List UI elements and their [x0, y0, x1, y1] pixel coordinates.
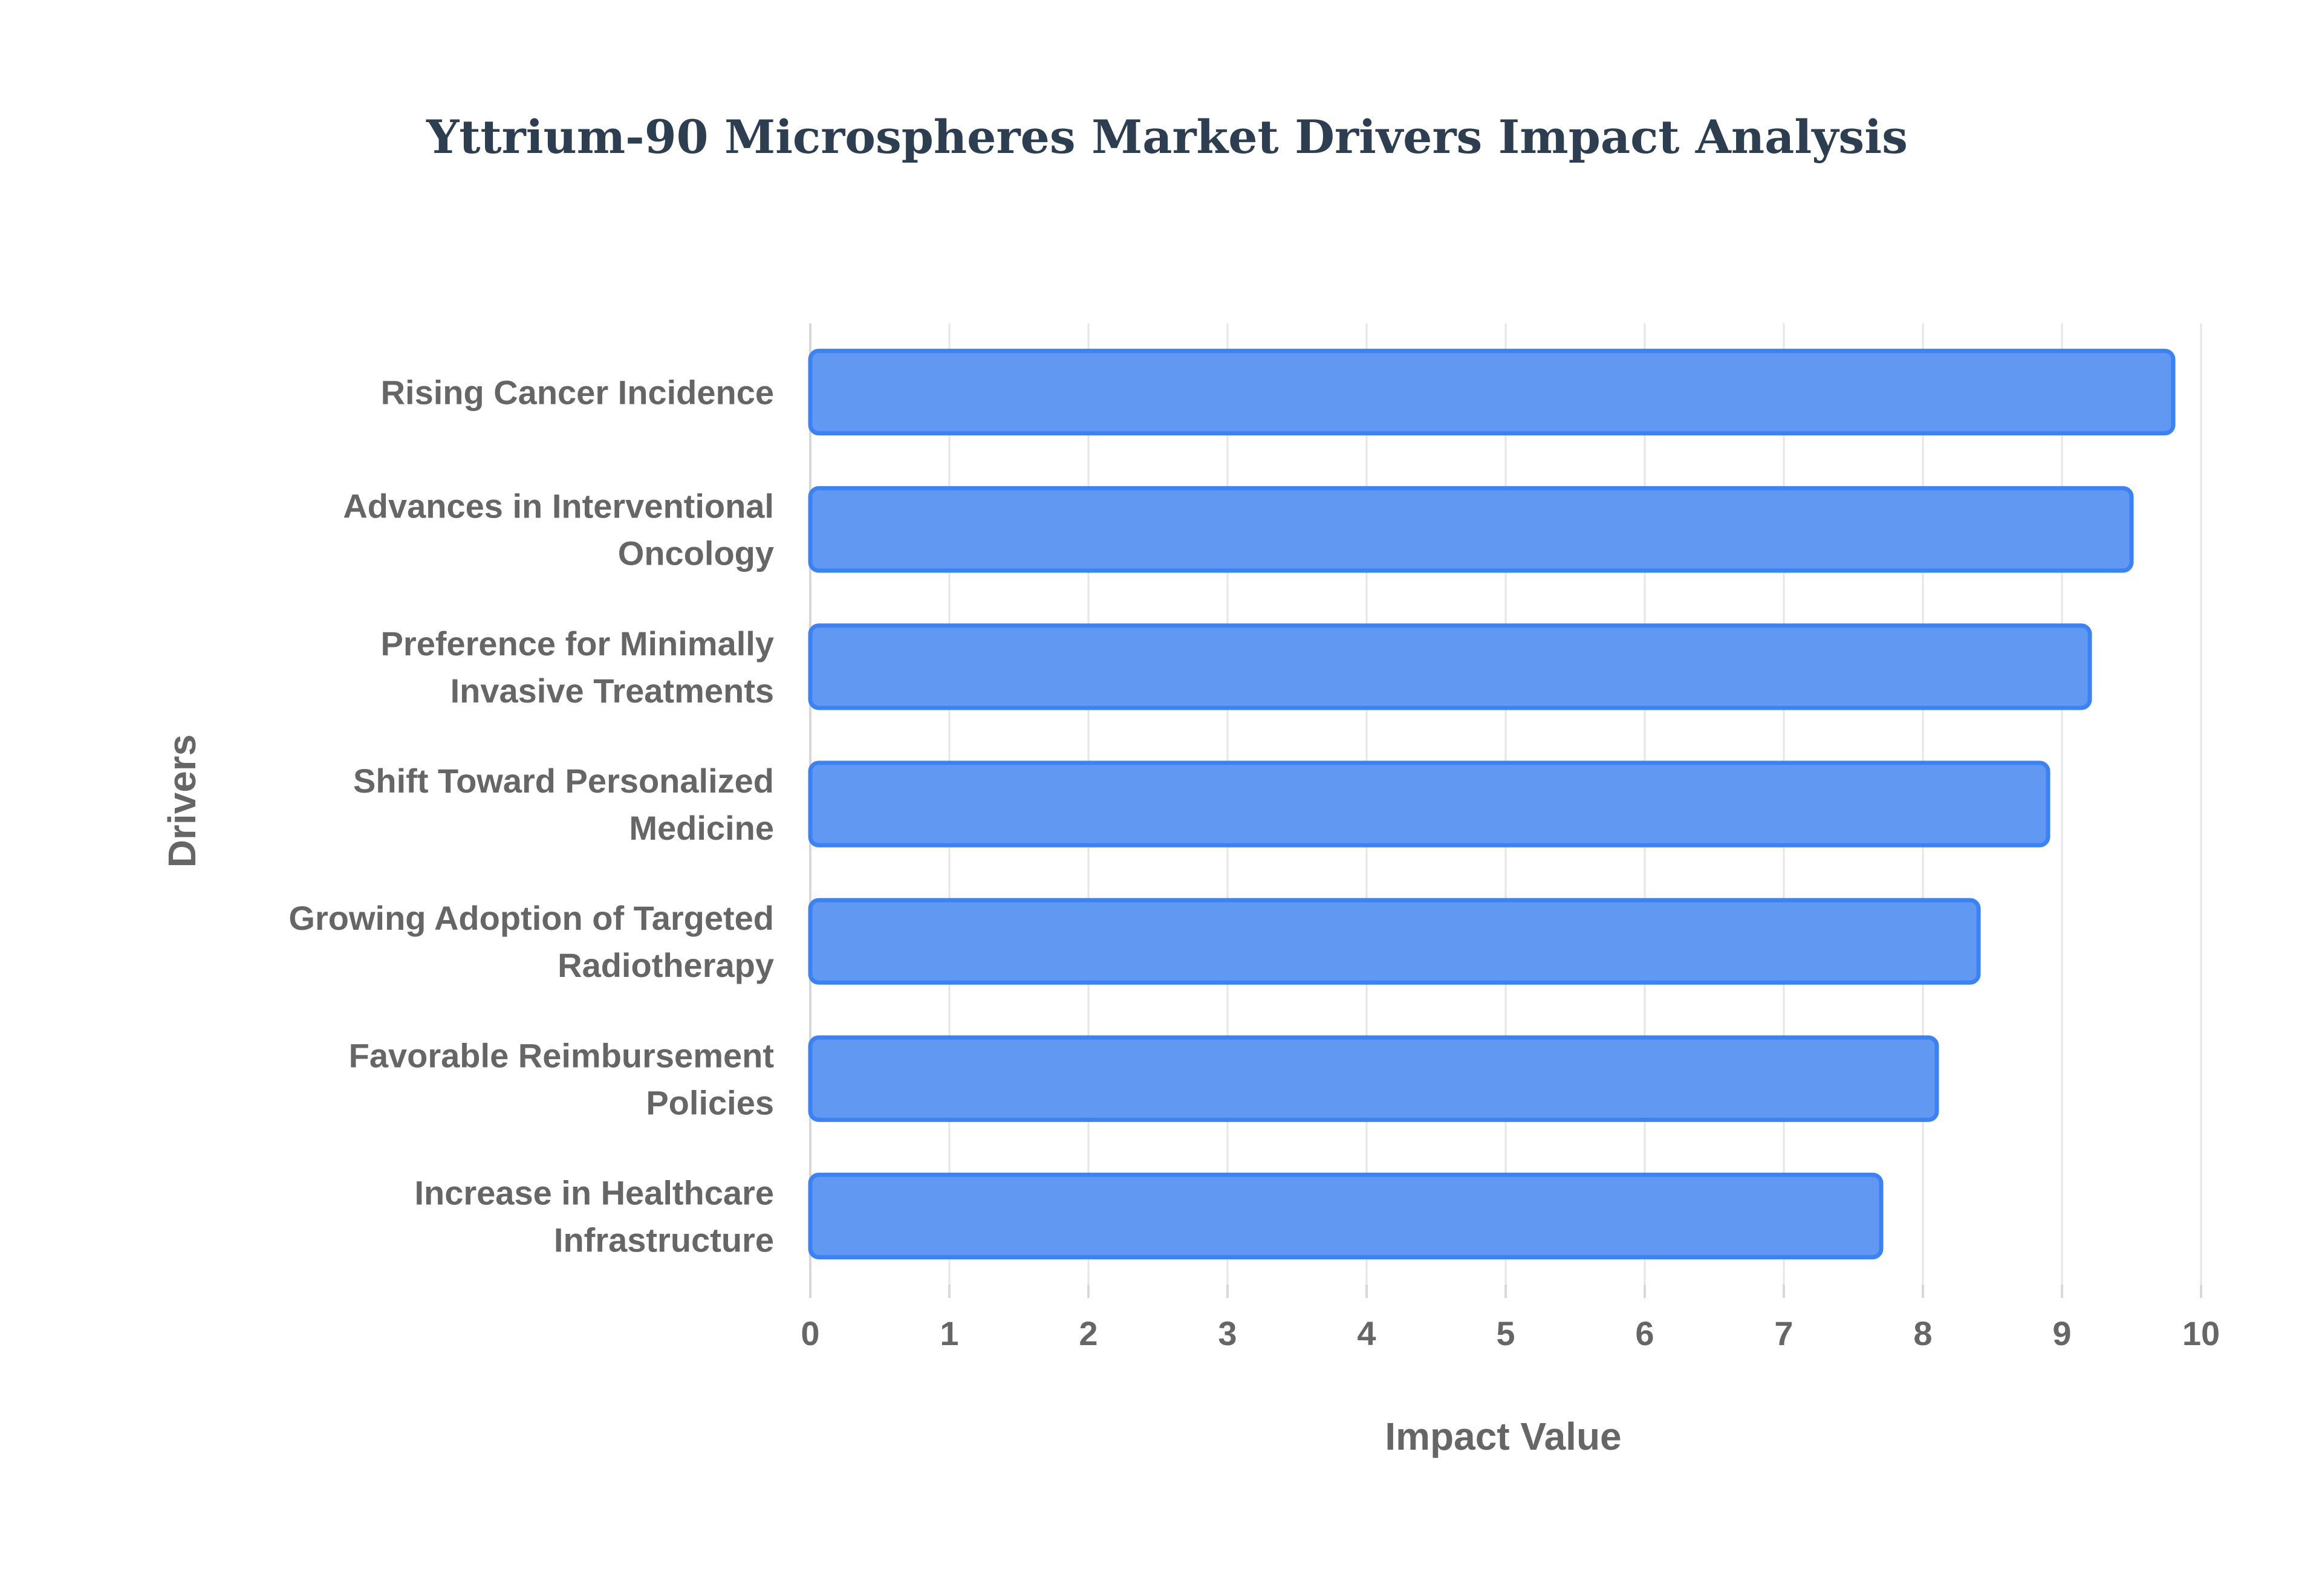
category-label: Rising Cancer Incidence	[381, 374, 774, 412]
category-label: Advances in Interventional Oncology	[343, 487, 774, 573]
category-label-line: Policies	[646, 1083, 774, 1121]
category-label-line: Radiotherapy	[558, 946, 774, 984]
bar	[808, 486, 2134, 573]
category-label: Shift Toward Personalized Medicine	[353, 762, 774, 847]
x-tick-label: 1	[940, 1314, 958, 1352]
category-label-line: Favorable Reimbursement	[349, 1036, 774, 1074]
x-tick-label: 0	[801, 1314, 819, 1352]
x-tick-label: 3	[1218, 1314, 1237, 1352]
bars	[808, 348, 2176, 1260]
x-tick-label: 4	[1357, 1314, 1376, 1352]
chart-title: Yttrium-90 Microspheres Market Drivers I…	[426, 110, 1908, 164]
category-label: Favorable Reimbursement Policies	[349, 1036, 774, 1121]
bar	[808, 348, 2176, 436]
category-label-line: Advances in Interventional	[343, 487, 774, 525]
bar	[808, 623, 2092, 710]
category-label: Growing Adoption of Targeted Radiotherapy	[288, 899, 774, 984]
category-label-line: Shift Toward Personalized	[353, 762, 774, 800]
x-tick-label: 5	[1496, 1314, 1515, 1352]
x-tick-label: 7	[1774, 1314, 1793, 1352]
x-tick-labels: 0 1 2 3 4 5 6 7 8 9 10	[801, 1314, 2220, 1352]
y-axis-title: Drivers	[160, 735, 204, 868]
x-tick-label: 9	[2052, 1314, 2071, 1352]
category-label-line: Medicine	[629, 809, 774, 847]
category-label-line: Oncology	[618, 534, 774, 573]
x-axis-title: Impact Value	[1385, 1415, 1621, 1458]
category-label-line: Infrastructure	[554, 1221, 774, 1259]
category-label-line: Invasive Treatments	[450, 672, 774, 710]
category-label-line: Rising Cancer Incidence	[381, 374, 774, 412]
x-tick-label: 6	[1635, 1314, 1654, 1352]
category-label-line: Growing Adoption of Targeted	[288, 899, 774, 937]
bar	[808, 1172, 1884, 1260]
x-tick-label: 10	[2182, 1314, 2220, 1352]
category-label: Preference for Minimally Invasive Treatme…	[381, 624, 774, 710]
category-label-line: Increase in Healthcare	[414, 1173, 774, 1212]
x-tick-label: 2	[1079, 1314, 1098, 1352]
bar	[808, 898, 1981, 985]
category-label-line: Preference for Minimally	[381, 624, 774, 663]
category-labels: Rising Cancer Incidence Advances in Inter…	[288, 374, 774, 1259]
bar	[808, 761, 2050, 848]
category-label: Increase in Healthcare Infrastructure	[414, 1173, 774, 1259]
bar	[808, 1035, 1939, 1122]
x-tick-label: 8	[1913, 1314, 1932, 1352]
